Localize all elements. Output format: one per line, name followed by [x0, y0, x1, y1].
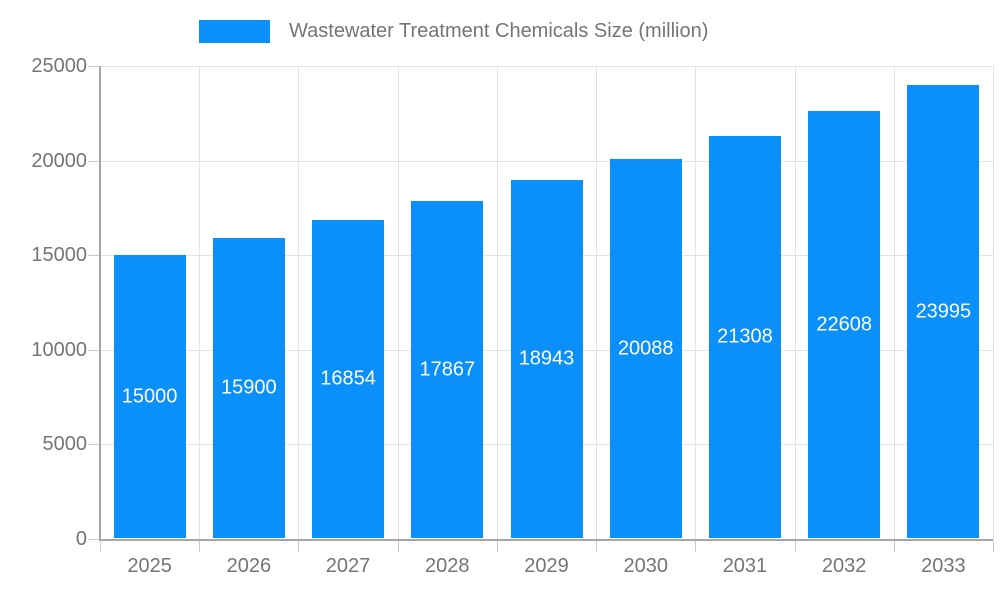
x-tick-mark [893, 541, 895, 552]
y-tick-mark [88, 160, 100, 162]
y-tick-mark [88, 349, 100, 351]
x-gridline [695, 66, 697, 540]
x-gridline [397, 66, 399, 540]
x-tick-mark [993, 541, 994, 552]
x-gridline [993, 66, 994, 540]
bar-value-label: 23995 [915, 300, 972, 322]
y-axis-tick-label: 20000 [31, 149, 87, 172]
x-tick-mark [397, 541, 399, 552]
x-axis-tick-label: 2032 [821, 555, 867, 577]
bar-value-label: 21308 [717, 325, 773, 348]
y-gridline [100, 66, 993, 67]
x-tick-mark [794, 541, 796, 552]
x-tick-mark [695, 541, 697, 552]
x-axis-tick-label: 2029 [524, 555, 569, 577]
x-gridline [298, 66, 300, 540]
y-axis-tick-label: 10000 [31, 338, 87, 361]
bar-2028 [411, 201, 484, 538]
bar-2033 [907, 85, 980, 538]
x-tick-mark [199, 541, 201, 552]
bar-value-label: 17867 [419, 358, 476, 380]
x-gridline [893, 66, 895, 540]
x-axis-line [100, 539, 993, 541]
bar-value-label: 20088 [617, 337, 674, 359]
y-tick-mark [88, 255, 100, 257]
y-axis-tick-label: 25000 [31, 55, 87, 77]
y-axis-tick-label: 5000 [42, 433, 88, 456]
x-axis-tick-label: 2031 [722, 555, 768, 577]
bar-2025 [113, 255, 186, 538]
x-axis-tick-label: 2025 [127, 555, 172, 577]
x-axis-tick-label: 2028 [425, 555, 470, 577]
legend[interactable]: Wastewater Treatment Chemicals Size (mil… [199, 20, 708, 43]
bar-2030 [609, 159, 682, 538]
x-tick-mark [596, 541, 598, 552]
bar-2032 [808, 111, 881, 538]
bar-value-label: 15000 [121, 385, 178, 407]
y-gridline [100, 160, 993, 162]
legend-swatch [199, 20, 270, 43]
x-gridline [596, 66, 598, 540]
y-tick-mark [88, 66, 100, 67]
bar-2027 [312, 220, 385, 538]
bar-value-label: 22608 [816, 313, 872, 335]
bar-2029 [510, 180, 583, 538]
bar-value-label: 15900 [221, 376, 277, 399]
x-axis-tick-label: 2033 [921, 555, 966, 577]
y-axis-tick-label: 0 [75, 528, 87, 550]
x-axis-tick-label: 2030 [623, 555, 668, 577]
x-gridline [496, 66, 498, 540]
y-tick-mark [88, 444, 100, 446]
x-gridline [794, 66, 796, 540]
legend-label: Wastewater Treatment Chemicals Size (mil… [289, 20, 709, 42]
y-axis-tick-label: 15000 [31, 244, 87, 267]
x-axis-tick-label: 2027 [325, 555, 371, 577]
bar-2031 [708, 136, 781, 538]
bar-value-label: 18943 [518, 347, 575, 370]
x-tick-mark [298, 541, 300, 552]
x-tick-mark [100, 541, 101, 552]
plot-area: 0 5000 10000 15000 20000 25000 15000 2025 15900 2… [31, 55, 994, 577]
x-tick-mark [496, 541, 498, 552]
x-axis-tick-label: 2026 [226, 555, 272, 577]
x-gridline [199, 66, 201, 540]
y-axis-line [99, 66, 101, 541]
bar-value-label: 16854 [320, 367, 376, 390]
bar-2026 [212, 238, 285, 538]
y-tick-mark [88, 539, 100, 540]
